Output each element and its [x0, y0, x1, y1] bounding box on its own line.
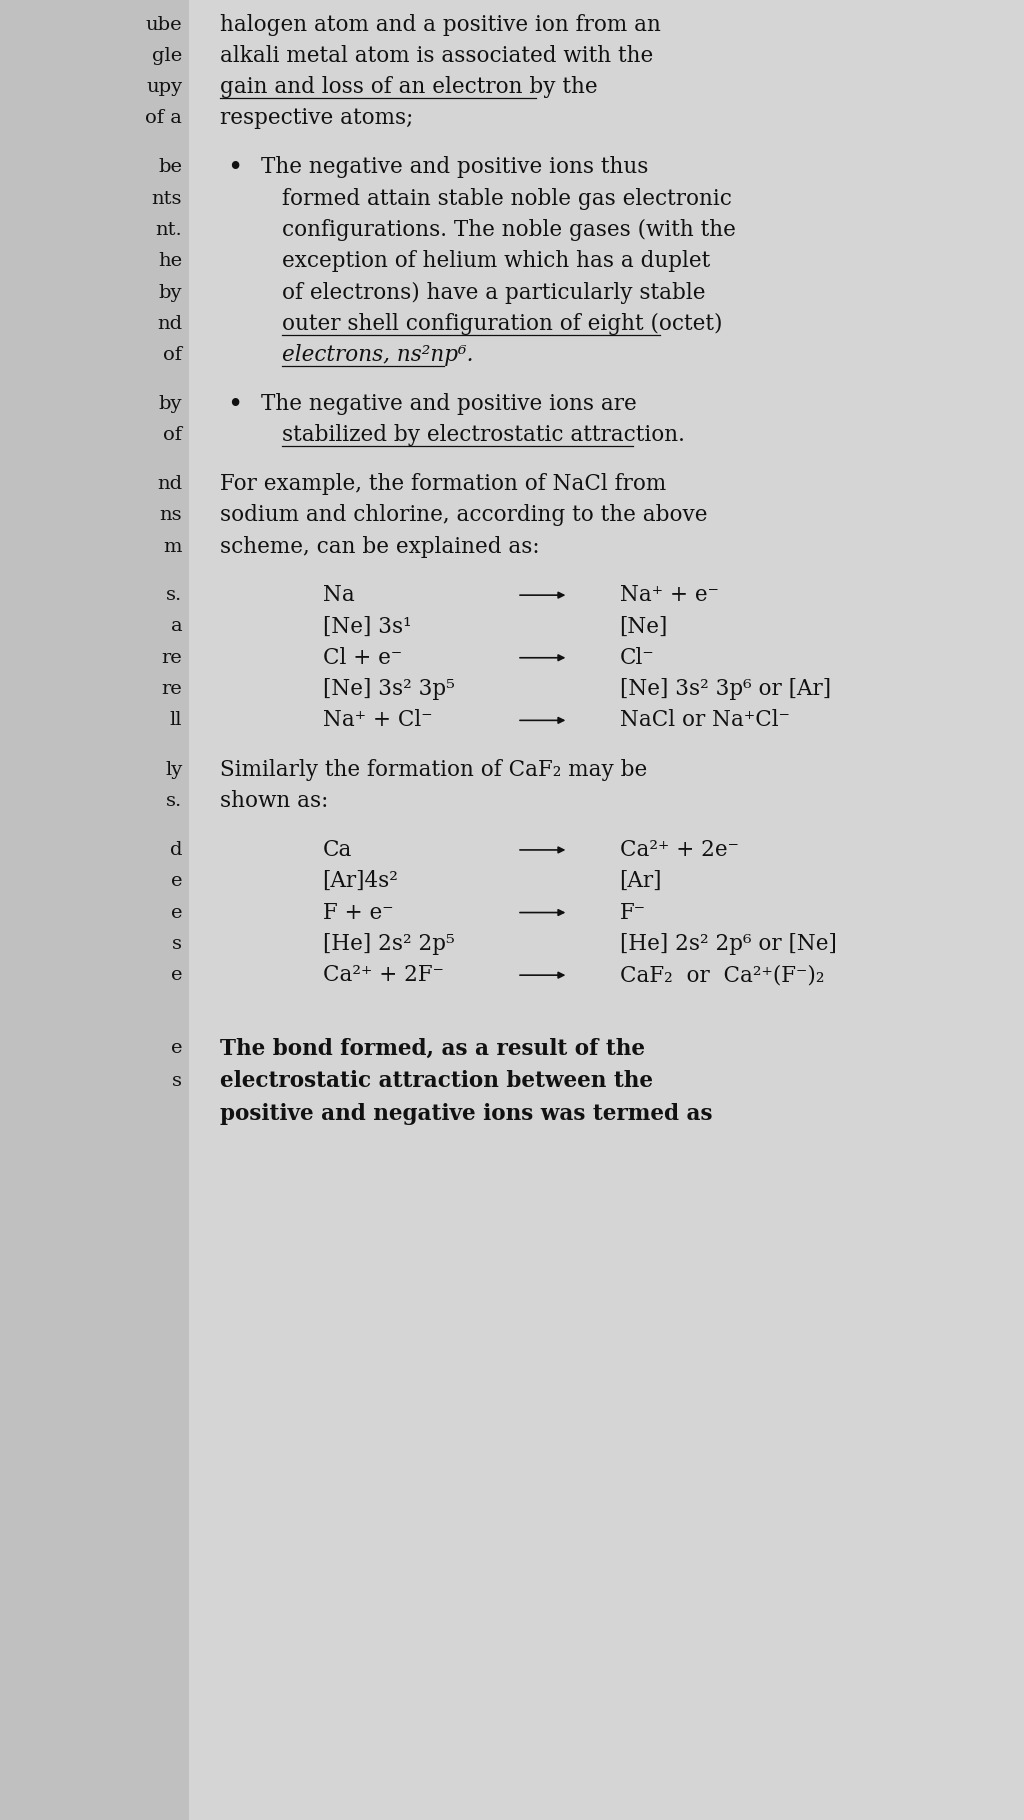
Text: F⁻: F⁻ — [620, 901, 646, 923]
Text: s.: s. — [166, 792, 182, 810]
Text: The negative and positive ions are: The negative and positive ions are — [261, 393, 637, 415]
Text: gle: gle — [152, 47, 182, 66]
Text: s: s — [172, 935, 182, 954]
Text: e: e — [171, 872, 182, 890]
Text: e: e — [171, 903, 182, 921]
Text: be: be — [159, 158, 182, 177]
Text: re: re — [162, 681, 182, 699]
Text: nt.: nt. — [156, 220, 182, 238]
Text: scheme, can be explained as:: scheme, can be explained as: — [220, 535, 540, 557]
Text: Na⁺ + e⁻: Na⁺ + e⁻ — [620, 584, 719, 606]
Text: NaCl or Na⁺Cl⁻: NaCl or Na⁺Cl⁻ — [620, 710, 790, 732]
Text: ll: ll — [170, 712, 182, 730]
Text: nd: nd — [157, 315, 182, 333]
Text: s.: s. — [166, 586, 182, 604]
Text: s: s — [172, 1072, 182, 1090]
Text: e: e — [171, 966, 182, 985]
Text: he: he — [158, 253, 182, 271]
Text: e: e — [171, 1039, 182, 1057]
Text: of a: of a — [145, 109, 182, 127]
Text: upy: upy — [146, 78, 182, 96]
Text: Cl⁻: Cl⁻ — [620, 646, 654, 668]
Text: alkali metal atom is associated with the: alkali metal atom is associated with the — [220, 46, 653, 67]
Text: ly: ly — [165, 761, 182, 779]
Text: [Ne] 3s² 3p⁶ or [Ar]: [Ne] 3s² 3p⁶ or [Ar] — [620, 679, 830, 701]
Text: sodium and chlorine, according to the above: sodium and chlorine, according to the ab… — [220, 504, 708, 526]
Text: Na⁺ + Cl⁻: Na⁺ + Cl⁻ — [323, 710, 432, 732]
Text: The negative and positive ions thus: The negative and positive ions thus — [261, 157, 648, 178]
Text: configurations. The noble gases (with the: configurations. The noble gases (with th… — [282, 218, 735, 240]
Text: For example, the formation of NaCl from: For example, the formation of NaCl from — [220, 473, 667, 495]
Text: ns: ns — [160, 506, 182, 524]
Text: of: of — [163, 426, 182, 444]
Text: of: of — [163, 346, 182, 364]
Text: [Ne] 3s² 3p⁵: [Ne] 3s² 3p⁵ — [323, 679, 455, 701]
Text: positive and negative ions was termed as: positive and negative ions was termed as — [220, 1103, 713, 1125]
Text: electrostatic attraction between the: electrostatic attraction between the — [220, 1070, 653, 1092]
Text: [Ar]4s²: [Ar]4s² — [323, 870, 398, 892]
Text: formed attain stable noble gas electronic: formed attain stable noble gas electroni… — [282, 187, 731, 209]
Text: Na: Na — [323, 584, 354, 606]
Text: m: m — [164, 537, 182, 555]
Text: nd: nd — [157, 475, 182, 493]
Text: of electrons) have a particularly stable: of electrons) have a particularly stable — [282, 282, 706, 304]
Text: stabilized by electrostatic attraction.: stabilized by electrostatic attraction. — [282, 424, 684, 446]
Text: shown as:: shown as: — [220, 790, 329, 812]
Text: ube: ube — [145, 16, 182, 33]
Text: CaF₂  or  Ca²⁺(F⁻)₂: CaF₂ or Ca²⁺(F⁻)₂ — [620, 965, 824, 986]
Text: Ca: Ca — [323, 839, 352, 861]
Text: a: a — [171, 617, 182, 635]
Text: Ca²⁺ + 2e⁻: Ca²⁺ + 2e⁻ — [620, 839, 738, 861]
Text: halogen atom and a positive ion from an: halogen atom and a positive ion from an — [220, 13, 662, 36]
Text: gain and loss of an electron by the: gain and loss of an electron by the — [220, 76, 598, 98]
Text: F + e⁻: F + e⁻ — [323, 901, 393, 923]
Text: [He] 2s² 2p⁶ or [Ne]: [He] 2s² 2p⁶ or [Ne] — [620, 934, 837, 956]
Text: electrons, ns²np⁶.: electrons, ns²np⁶. — [282, 344, 473, 366]
Text: •: • — [227, 391, 243, 417]
Text: Ca²⁺ + 2F⁻: Ca²⁺ + 2F⁻ — [323, 965, 443, 986]
Text: [Ne]: [Ne] — [620, 615, 668, 637]
Text: nts: nts — [152, 189, 182, 207]
Text: [Ar]: [Ar] — [620, 870, 663, 892]
Text: by: by — [159, 284, 182, 302]
Bar — [0, 0, 189, 1820]
Text: [He] 2s² 2p⁵: [He] 2s² 2p⁵ — [323, 934, 455, 956]
Text: Similarly the formation of CaF₂ may be: Similarly the formation of CaF₂ may be — [220, 759, 647, 781]
Text: The bond formed, as a result of the: The bond formed, as a result of the — [220, 1037, 645, 1059]
Text: d: d — [170, 841, 182, 859]
Text: by: by — [159, 395, 182, 413]
Text: •: • — [227, 155, 243, 180]
Text: respective atoms;: respective atoms; — [220, 107, 414, 129]
Text: Cl + e⁻: Cl + e⁻ — [323, 646, 401, 668]
Text: exception of helium which has a duplet: exception of helium which has a duplet — [282, 251, 710, 273]
Text: [Ne] 3s¹: [Ne] 3s¹ — [323, 615, 412, 637]
Text: re: re — [162, 648, 182, 666]
Text: outer shell configuration of eight (octet): outer shell configuration of eight (octe… — [282, 313, 722, 335]
